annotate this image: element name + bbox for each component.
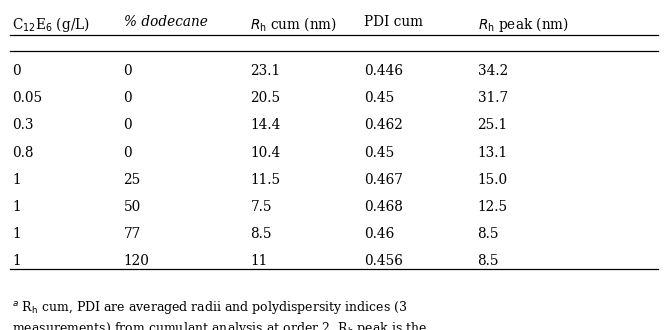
Text: 15.0: 15.0 (478, 173, 508, 186)
Text: 23.1: 23.1 (250, 64, 281, 78)
Text: 25.1: 25.1 (478, 118, 508, 132)
Text: 0: 0 (124, 91, 132, 105)
Text: 31.7: 31.7 (478, 91, 508, 105)
Text: 0: 0 (12, 64, 21, 78)
Text: 8.5: 8.5 (478, 254, 499, 268)
Text: 0.8: 0.8 (12, 146, 33, 159)
Text: 0: 0 (124, 64, 132, 78)
Text: % dodecane: % dodecane (124, 15, 208, 29)
Text: 0.446: 0.446 (364, 64, 403, 78)
Text: 0.3: 0.3 (12, 118, 33, 132)
Text: 12.5: 12.5 (478, 200, 508, 214)
Text: 0.05: 0.05 (12, 91, 42, 105)
Text: 0.462: 0.462 (364, 118, 403, 132)
Text: 1: 1 (12, 200, 21, 214)
Text: 7.5: 7.5 (250, 200, 272, 214)
Text: $\it{R}_\mathrm{h}$ cum (nm): $\it{R}_\mathrm{h}$ cum (nm) (250, 15, 337, 33)
Text: 8.5: 8.5 (478, 227, 499, 241)
Text: measurements) from cumulant analysis at order 2. R$_{\mathrm{h}}$ peak is the: measurements) from cumulant analysis at … (12, 320, 428, 330)
Text: 0.45: 0.45 (364, 146, 394, 159)
Text: 25: 25 (124, 173, 141, 186)
Text: 14.4: 14.4 (250, 118, 281, 132)
Text: 0.468: 0.468 (364, 200, 403, 214)
Text: 8.5: 8.5 (250, 227, 272, 241)
Text: $\it{R}_\mathrm{h}$ peak (nm): $\it{R}_\mathrm{h}$ peak (nm) (478, 15, 568, 34)
Text: 0: 0 (124, 146, 132, 159)
Text: PDI cum: PDI cum (364, 15, 423, 29)
Text: 0.45: 0.45 (364, 91, 394, 105)
Text: 20.5: 20.5 (250, 91, 281, 105)
Text: 1: 1 (12, 227, 21, 241)
Text: 0.467: 0.467 (364, 173, 403, 186)
Text: 11.5: 11.5 (250, 173, 281, 186)
Text: $^{a}$ R$_{\mathrm{h}}$ cum, PDI are averaged radii and polydispersity indices (: $^{a}$ R$_{\mathrm{h}}$ cum, PDI are ave… (12, 299, 407, 316)
Text: 11: 11 (250, 254, 268, 268)
Text: 13.1: 13.1 (478, 146, 508, 159)
Text: 0.46: 0.46 (364, 227, 394, 241)
Text: 0.456: 0.456 (364, 254, 403, 268)
Text: 77: 77 (124, 227, 141, 241)
Text: 120: 120 (124, 254, 150, 268)
Text: 34.2: 34.2 (478, 64, 508, 78)
Text: 1: 1 (12, 173, 21, 186)
Text: 0: 0 (124, 118, 132, 132)
Text: 10.4: 10.4 (250, 146, 281, 159)
Text: C$_{12}$E$_6$ (g/L): C$_{12}$E$_6$ (g/L) (12, 15, 90, 34)
Text: 1: 1 (12, 254, 21, 268)
Text: 50: 50 (124, 200, 141, 214)
